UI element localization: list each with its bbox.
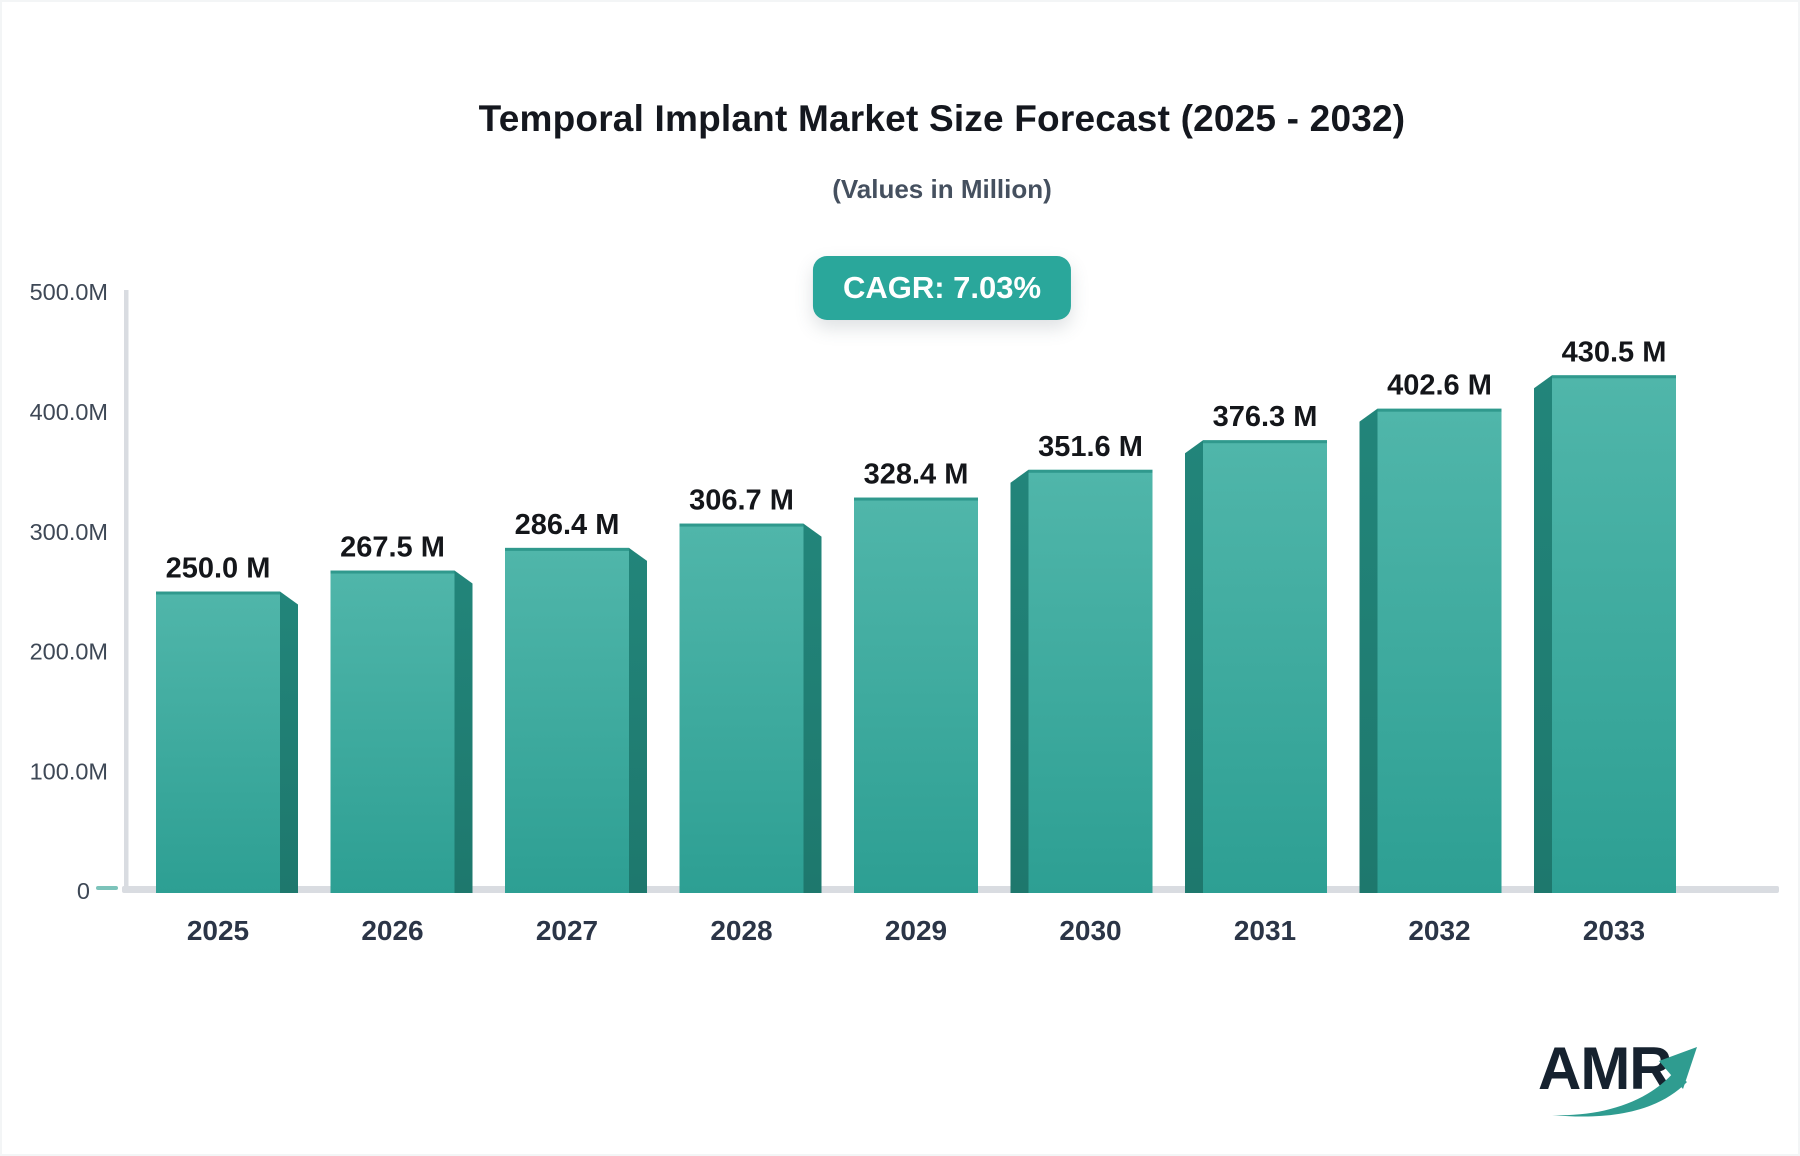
x-axis-label: 2029 <box>885 915 947 946</box>
y-axis-tick-label: 0 <box>77 878 90 904</box>
x-axis-label: 2028 <box>710 915 772 946</box>
bar-value-label: 351.6 M <box>1038 431 1143 463</box>
x-axis-label: 2026 <box>361 915 423 946</box>
bar-top-edge <box>1377 408 1502 412</box>
y-axis-tick-label: 400.0M <box>30 399 108 425</box>
bar-top-edge <box>1203 440 1327 444</box>
bar-2028 <box>679 523 804 893</box>
x-axis-label: 2032 <box>1408 915 1470 946</box>
bar-side-3d <box>454 570 473 893</box>
x-axis-label: 2031 <box>1234 915 1296 946</box>
bar-side-3d <box>1359 408 1378 893</box>
chart-subtitle: (Values in Million) <box>832 174 1052 204</box>
bar-top-edge <box>854 497 978 501</box>
bar-top-edge <box>330 570 455 574</box>
bar-top-edge <box>1552 375 1676 379</box>
bar-side-3d <box>1534 375 1552 893</box>
bar-top-edge <box>156 591 280 595</box>
y-axis-tick-label: 100.0M <box>30 758 108 784</box>
amr-logo-text: AMR <box>1538 1035 1673 1102</box>
growth-arrow-icon <box>1552 1047 1697 1117</box>
bar-value-label: 286.4 M <box>515 509 620 541</box>
bar-top-edge <box>679 523 804 527</box>
bar-value-label: 402.6 M <box>1387 370 1492 402</box>
zero-tick <box>96 886 118 890</box>
bar-side-3d <box>1185 440 1203 893</box>
bar-value-label: 306.7 M <box>689 485 794 517</box>
bar-side-3d <box>629 547 647 893</box>
y-axis-tick-label: 500.0M <box>30 279 108 305</box>
y-axis-tick-label: 200.0M <box>30 639 108 665</box>
bar-2030 <box>1028 469 1153 893</box>
bar-2029 <box>854 497 978 893</box>
bar-2025 <box>156 591 280 893</box>
chart-title: Temporal Implant Market Size Forecast (2… <box>478 98 1406 139</box>
bar-top-edge <box>1028 469 1153 473</box>
bar-2033 <box>1552 375 1676 893</box>
bar-value-label: 376.3 M <box>1213 401 1318 433</box>
bar-2031 <box>1203 440 1327 893</box>
bar-value-label: 250.0 M <box>166 553 271 585</box>
bar-side-3d <box>280 591 298 893</box>
cagr-badge: CAGR: 7.03% <box>812 256 1072 320</box>
y-axis-line <box>124 290 129 888</box>
bar-2027 <box>505 547 629 893</box>
y-axis-tick-label: 300.0M <box>30 519 108 545</box>
bar-value-label: 430.5 M <box>1562 336 1667 368</box>
bar-2032 <box>1377 408 1502 893</box>
x-axis-label: 2030 <box>1059 915 1121 946</box>
bar-2026 <box>330 570 455 893</box>
x-axis-label: 2033 <box>1583 915 1645 946</box>
amr-logo: AMR <box>1538 1034 1758 1144</box>
bar-side-3d <box>803 523 822 893</box>
x-axis-label: 2027 <box>536 915 598 946</box>
bar-top-edge <box>505 547 629 551</box>
bar-value-label: 328.4 M <box>864 459 969 491</box>
x-axis-label: 2025 <box>187 915 249 946</box>
bar-value-label: 267.5 M <box>340 532 445 564</box>
bar-side-3d <box>1010 469 1029 893</box>
